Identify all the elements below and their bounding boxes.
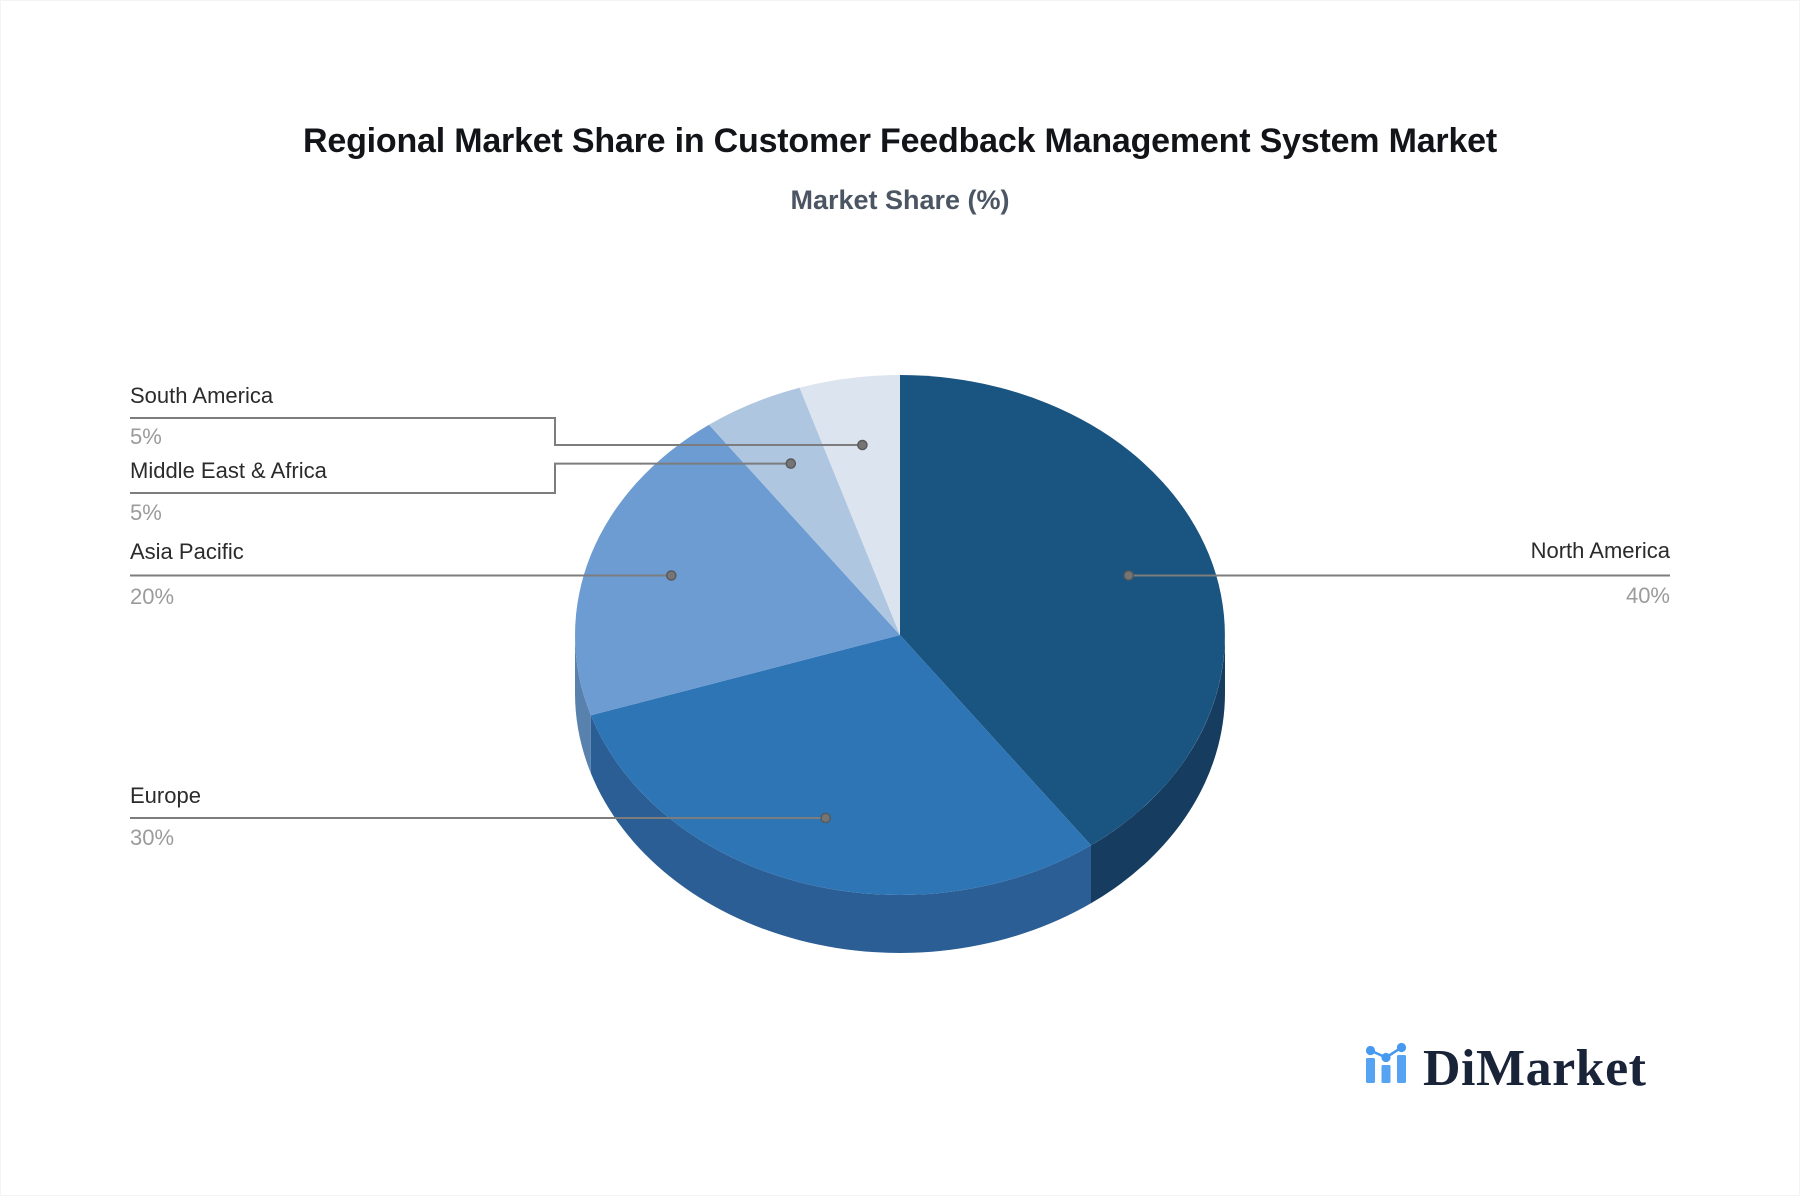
pie-slice-south-america[interactable] (799, 375, 900, 635)
pie-slice-middle-east-africa[interactable] (709, 387, 900, 635)
pie-slice-asia-pacific[interactable] (575, 424, 900, 716)
callout-value-south-america: 5% (130, 424, 162, 449)
leader-dot-south-america (857, 439, 868, 451)
callout-label-europe: Europe (130, 783, 201, 808)
chart-subtitle: Market Share (%) (790, 185, 1010, 215)
callout-label-asia-pacific: Asia Pacific (130, 539, 244, 564)
callout-label-north-america: North America (1530, 538, 1670, 563)
bar-line-chart-icon (1364, 1041, 1410, 1092)
leader-line-middle-east-africa (130, 462, 791, 494)
leader-dot-north-america (1123, 570, 1134, 581)
leader-dot-asia-pacific (666, 570, 677, 581)
pie-side-europe (590, 715, 1091, 953)
logo-text: DiMarket (1423, 1040, 1647, 1097)
logo: DiMarket (1364, 1040, 1647, 1097)
callout-value-north-america: 40% (1625, 583, 1670, 608)
callout-value-asia-pacific: 20% (130, 584, 175, 609)
pie-slice-europe[interactable] (590, 635, 1091, 895)
pie-slice-north-america[interactable] (900, 375, 1225, 846)
leader-dot-europe (820, 812, 832, 824)
callout-value-europe: 30% (130, 825, 175, 850)
chart-title: Regional Market Share in Customer Feedba… (303, 122, 1497, 160)
pie-side-north-america (1091, 635, 1225, 904)
leader-dot-middle-east-africa (785, 458, 797, 469)
callout-label-south-america: South America (130, 383, 274, 408)
pie-side-asia-pacific (575, 635, 591, 774)
leader-line-south-america (130, 417, 863, 446)
callout-label-middle-east-africa: Middle East & Africa (130, 458, 327, 483)
callout-value-middle-east-africa: 5% (130, 500, 162, 525)
